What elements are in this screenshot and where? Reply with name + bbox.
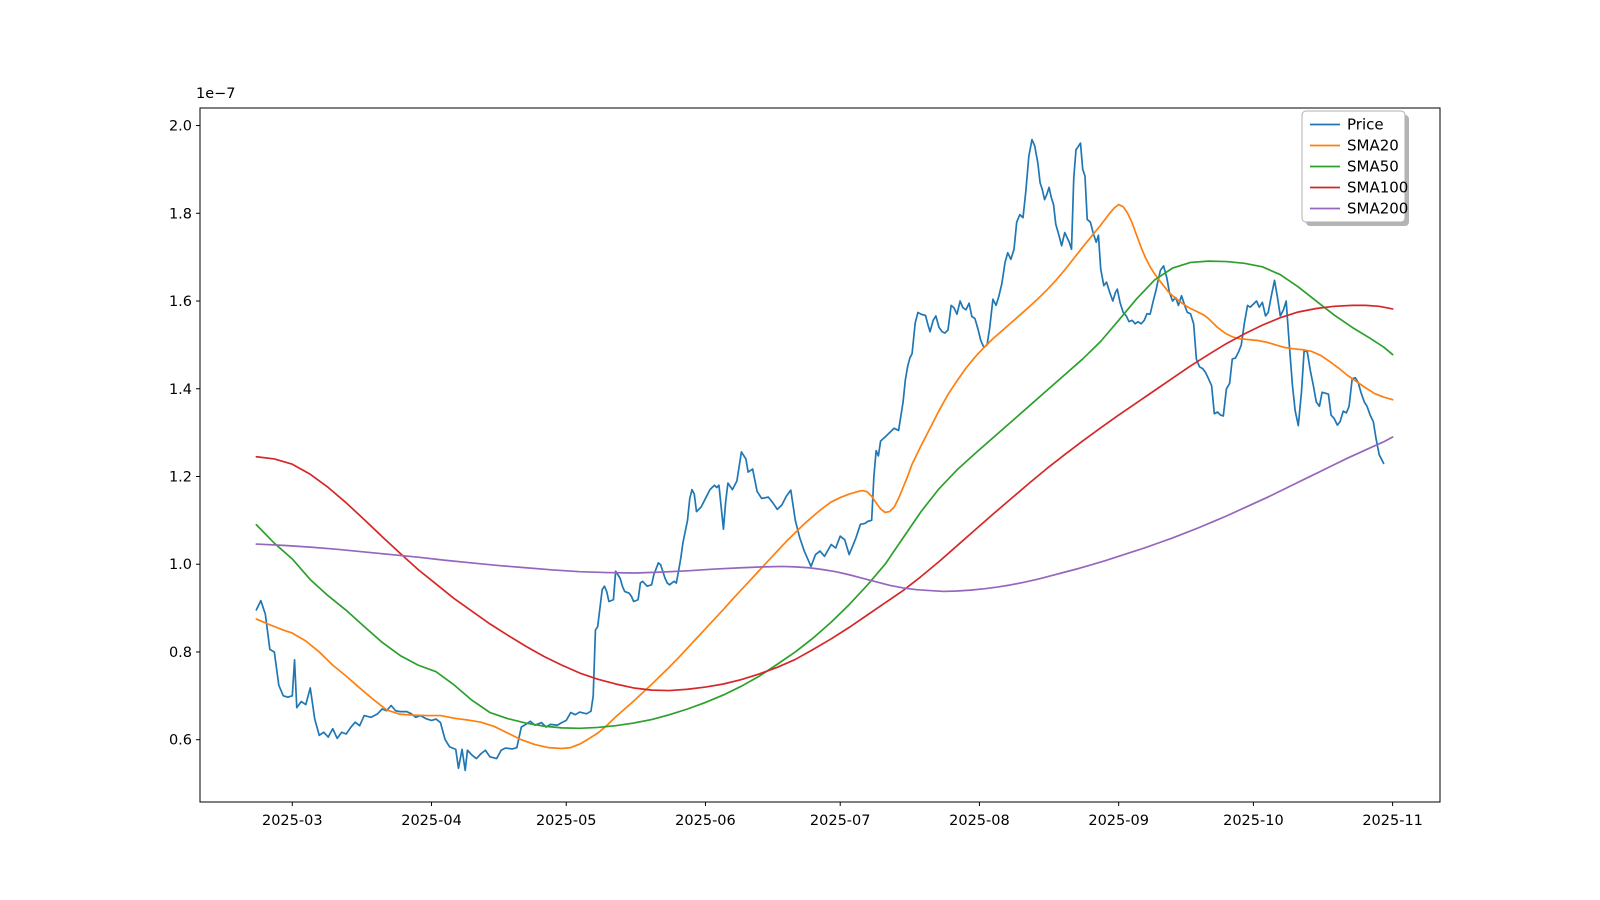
x-axis-tick-label: 2025-10 (1223, 813, 1284, 829)
y-axis-tick-label: 0.8 (169, 645, 192, 661)
legend-label-sma20: SMA20 (1347, 137, 1399, 155)
legend-box (1301, 110, 1406, 223)
x-axis-tick-label: 2025-04 (401, 813, 462, 829)
x-axis-tick-label: 2025-11 (1362, 813, 1423, 829)
x-axis-tick-label: 2025-07 (810, 813, 871, 829)
series-line-sma50 (255, 260, 1394, 730)
y-axis-tick-label: 2.0 (169, 119, 192, 135)
plot-area-frame (199, 107, 1441, 803)
legend: Price SMA20 SMA50 SMA100 SMA200 (1301, 110, 1409, 226)
series-line-sma200 (255, 436, 1394, 593)
y-axis-tick-label: 0.6 (169, 733, 192, 749)
y-axis-tick-label: 1.4 (169, 382, 192, 398)
y-axis-tick-label: 1.0 (169, 557, 192, 573)
x-axis-tick-label: 2025-06 (675, 813, 736, 829)
axis-ticks: 0.6 0.8 1.0 1.2 1.4 1.6 1.8 2.0 2025-03 2025-04 20… (169, 119, 1423, 829)
x-axis-tick-label: 2025-09 (1088, 813, 1149, 829)
x-axis-tick-label: 2025-05 (536, 813, 597, 829)
legend-label-sma100: SMA100 (1347, 179, 1408, 197)
legend-label-sma200: SMA200 (1347, 200, 1408, 218)
y-axis-tick-label: 1.2 (169, 469, 192, 485)
axes-spines (199, 107, 1441, 803)
series-line-sma100 (255, 304, 1394, 692)
legend-label-sma50: SMA50 (1347, 158, 1399, 176)
y-axis-tick-label: 1.8 (169, 206, 192, 222)
x-axis-tick-label: 2025-08 (949, 813, 1010, 829)
legend-label-price: Price (1347, 116, 1384, 134)
series-line-price (255, 138, 1385, 772)
series-line-sma20 (255, 203, 1394, 750)
series-lines (255, 138, 1394, 772)
x-axis-tick-label: 2025-03 (262, 813, 323, 829)
y-axis-offset-label: 1e−7 (196, 86, 236, 102)
y-axis-tick-label: 1.6 (169, 294, 192, 310)
